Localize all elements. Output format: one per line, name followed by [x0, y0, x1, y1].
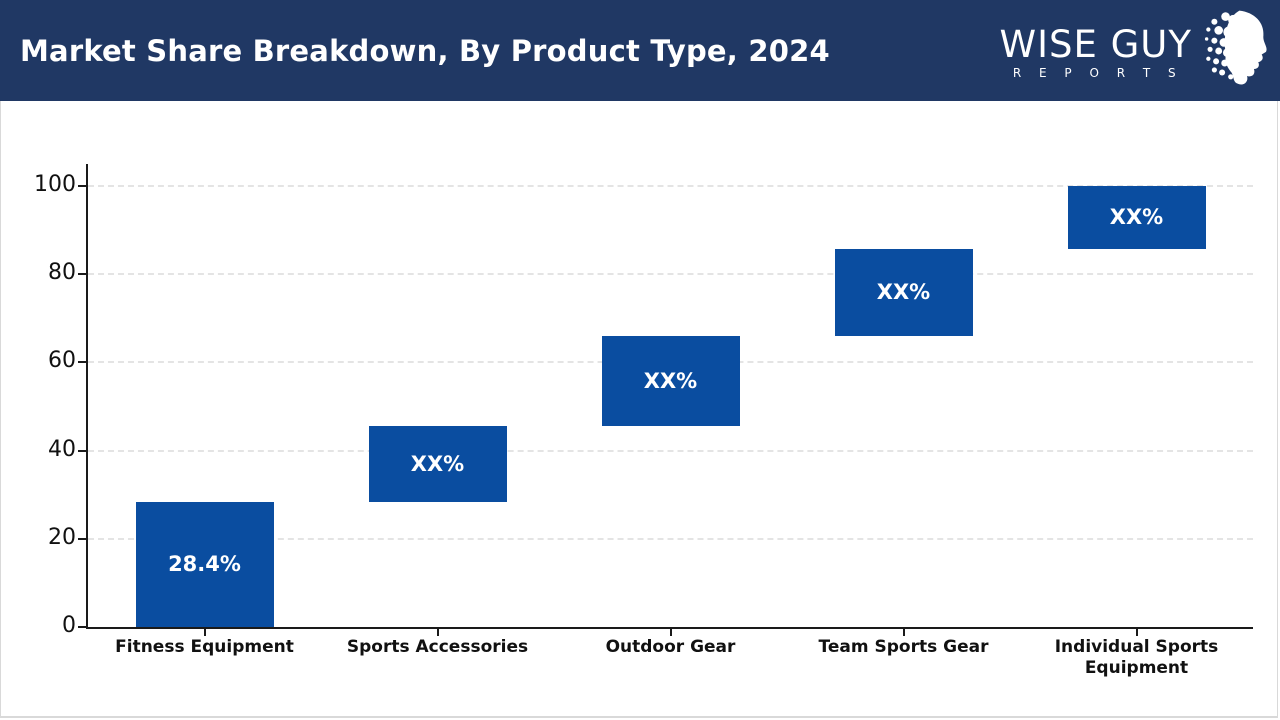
- bar-value-label: XX%: [876, 280, 931, 305]
- x-axis-tick: [669, 629, 672, 636]
- x-axis-category-label: Outdoor Gear: [605, 637, 736, 657]
- bar-value-label: XX%: [410, 452, 465, 477]
- bar-value-label: XX%: [643, 369, 698, 394]
- bar-3: XX%: [834, 248, 973, 336]
- y-axis-tick-label: 80: [48, 260, 76, 286]
- y-axis-tick-label: 60: [48, 348, 76, 374]
- header: Market Share Breakdown, By Product Type,…: [0, 0, 1280, 101]
- bar-4: XX%: [1067, 186, 1206, 249]
- logo-wordmark-bottom: R E P O R T S: [1012, 66, 1183, 80]
- bar-2: XX%: [601, 335, 740, 427]
- x-axis-category-label: Individual Sports Equipment: [1054, 637, 1219, 679]
- x-axis-tick: [902, 629, 905, 636]
- y-axis-line: [86, 164, 88, 629]
- y-axis-tick: [78, 537, 88, 540]
- y-axis-tick-label: 40: [48, 436, 76, 462]
- x-axis-tick: [436, 629, 439, 636]
- x-axis-tick: [1135, 629, 1138, 636]
- bar-value-label: 28.4%: [168, 552, 241, 577]
- gridline: [88, 273, 1253, 276]
- y-axis-tick: [78, 273, 88, 276]
- y-axis-tick: [78, 361, 88, 364]
- y-axis-tick: [78, 626, 88, 628]
- wiseguy-logo: WISE GUY R E P O R T S: [1000, 4, 1272, 98]
- page-title: Market Share Breakdown, By Product Type,…: [20, 33, 830, 68]
- y-axis-tick: [78, 185, 88, 187]
- logo-face-icon: [1204, 10, 1267, 85]
- bar-0: 28.4%: [135, 501, 274, 627]
- y-axis-tick: [78, 449, 88, 452]
- x-axis-tick: [203, 629, 206, 636]
- x-axis-category-label: Team Sports Gear: [818, 637, 989, 657]
- logo-wordmark-top: WISE GUY: [999, 23, 1192, 66]
- x-axis-line: [86, 627, 1253, 629]
- x-axis-category-label: Sports Accessories: [346, 637, 529, 657]
- gridline: [88, 449, 1253, 452]
- bar-value-label: XX%: [1109, 205, 1164, 230]
- y-axis-tick-label: 0: [62, 613, 76, 638]
- y-axis-tick-label: 20: [48, 524, 76, 550]
- logo-wordmark: WISE GUY R E P O R T S: [1000, 26, 1192, 80]
- x-axis-category-label: Fitness Equipment: [115, 637, 294, 657]
- bar-1: XX%: [368, 426, 507, 502]
- gridline: [88, 537, 1253, 540]
- y-axis-tick-label: 100: [34, 172, 76, 197]
- gridline: [88, 185, 1253, 187]
